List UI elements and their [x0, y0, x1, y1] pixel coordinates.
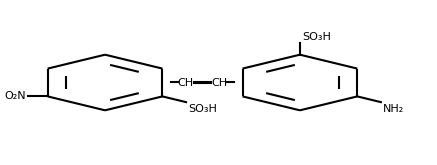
Text: NH₂: NH₂ — [383, 104, 404, 114]
Text: SO₃H: SO₃H — [302, 32, 331, 42]
Text: CH: CH — [177, 78, 193, 87]
Text: CH: CH — [212, 78, 228, 87]
Text: O₂N: O₂N — [5, 91, 26, 101]
Text: SO₃H: SO₃H — [188, 104, 217, 114]
